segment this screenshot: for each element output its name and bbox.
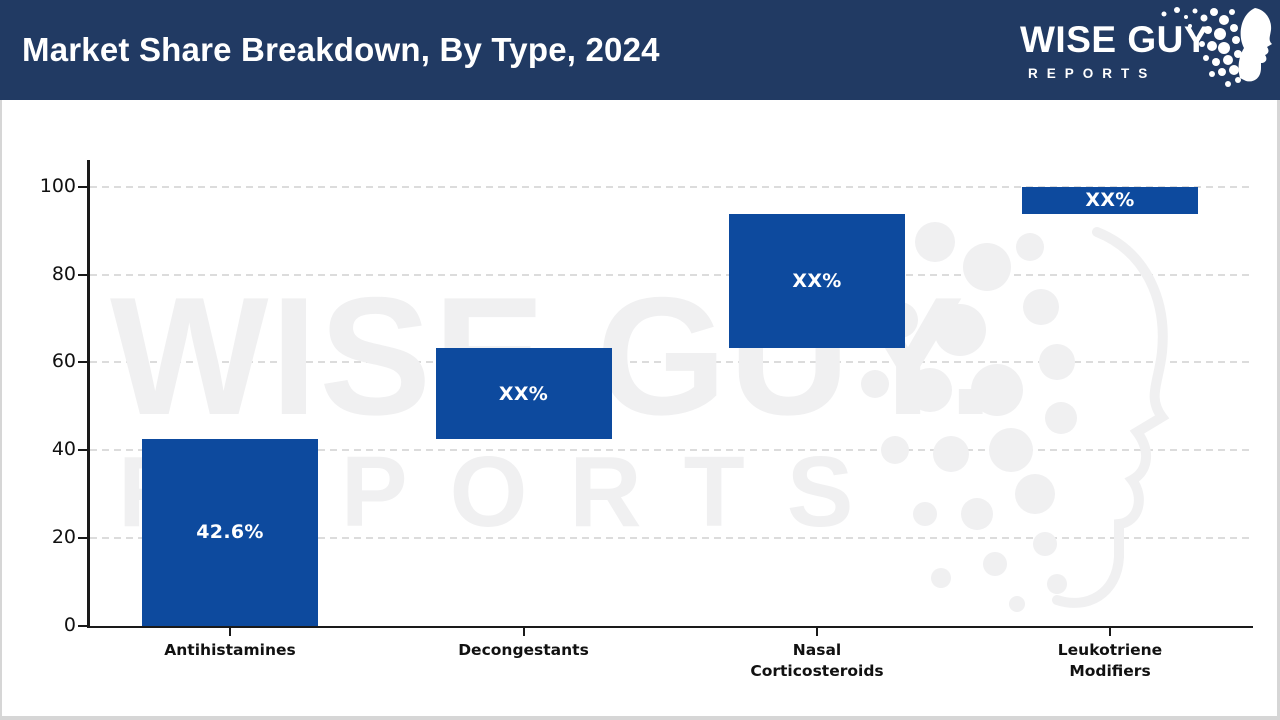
y-tick-label-100: 100 [39, 174, 76, 197]
bar-decongestants: XX% [435, 348, 612, 439]
x-tick-mark-2 [816, 627, 818, 636]
bar-value-label: XX% [1085, 189, 1135, 212]
gridline-60 [90, 361, 1250, 364]
header-bar: Market Share Breakdown, By Type, 2024 WI… [0, 0, 1280, 100]
gridline-40 [90, 449, 1250, 452]
bar-value-label: XX% [792, 270, 842, 293]
bar-nasal-corticosteroids: XX% [729, 214, 905, 349]
logo-dots-head-icon [1161, 7, 1272, 87]
logo-subtext: REPORTS [1028, 66, 1156, 81]
y-tick-mark-40 [78, 449, 87, 452]
y-tick-mark-100 [78, 185, 87, 188]
category-label-2: Nasal Corticosteroids [750, 641, 884, 680]
y-tick-label-20: 20 [51, 526, 76, 549]
wise-guy-reports-logo: WISE GUY REPORTS [1020, 7, 1272, 87]
x-tick-mark-0 [229, 627, 231, 636]
x-axis [87, 625, 1253, 628]
gridline-80 [90, 273, 1250, 276]
frame-right-edge [1277, 100, 1280, 720]
gridline-100 [90, 185, 1250, 188]
y-tick-label-80: 80 [51, 262, 76, 285]
x-tick-mark-1 [522, 627, 525, 636]
bar-value-label: 42.6% [196, 521, 264, 544]
y-tick-mark-80 [78, 273, 87, 276]
y-axis [87, 160, 90, 628]
logo-wordmark: WISE GUY [1020, 19, 1209, 60]
bar-leukotriene-modifiers: XX% [1022, 186, 1198, 215]
frame-bottom-edge [0, 716, 1280, 720]
category-label-0: Antihistamines [164, 641, 296, 659]
chart-area: WISE GUY. REPORTS 0 20 40 60 80 100 42.6% XX% XX… [0, 100, 1280, 720]
y-tick-label-40: 40 [51, 438, 76, 461]
y-tick-mark-60 [78, 361, 87, 364]
category-label-3: Leukotriene Modifiers [1057, 641, 1163, 680]
y-tick-label-0: 0 [63, 614, 76, 636]
chart-title: Market Share Breakdown, By Type, 2024 [22, 31, 660, 68]
category-label-1: Decongestants [458, 641, 589, 659]
y-tick-mark-20 [78, 537, 87, 540]
gridline-20 [90, 537, 1250, 540]
frame-left-edge [0, 100, 2, 720]
y-tick-mark-0 [78, 625, 87, 627]
y-tick-label-60: 60 [51, 350, 76, 373]
bar-antihistamines: 42.6% [142, 438, 318, 626]
x-tick-mark-3 [1109, 627, 1111, 636]
bar-value-label: XX% [498, 382, 549, 405]
